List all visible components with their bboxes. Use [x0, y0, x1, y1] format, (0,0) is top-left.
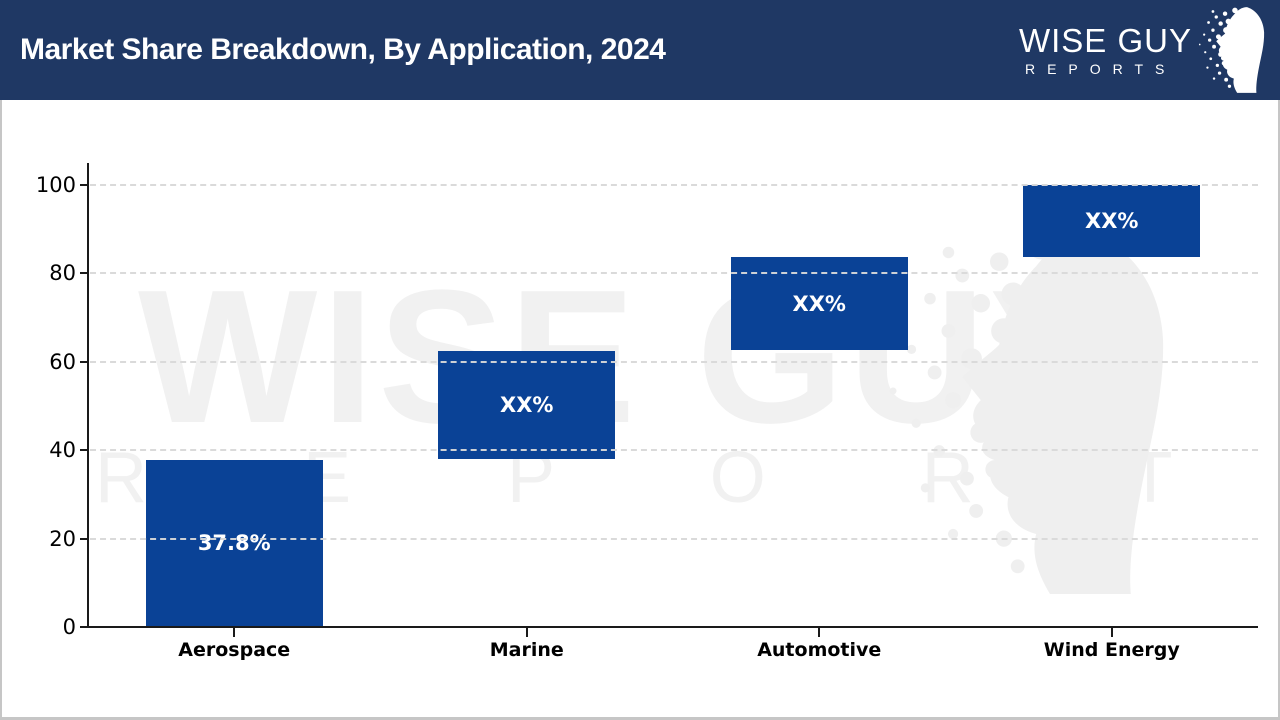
x-tick-label-wind-energy: Wind Energy: [1043, 639, 1180, 661]
y-tick-label-80: 80: [49, 261, 76, 286]
y-tick-label-60: 60: [49, 349, 76, 374]
x-tick-mark-1: [525, 628, 528, 637]
bar-wind-energy: XX%: [1023, 185, 1201, 258]
y-tick-mark-40: [80, 449, 87, 452]
y-tick-mark-60: [80, 360, 87, 363]
bar-aerospace: 37.8%: [145, 459, 323, 627]
watermark-wiseguy-text: WISE GUY: [138, 251, 1121, 463]
x-axis-line: [87, 626, 1258, 628]
logo-wiseguy-label: WISE GUY: [1018, 22, 1192, 59]
x-tick-mark-0: [233, 628, 236, 637]
gridline-80: [90, 272, 1258, 275]
bar-value-label: XX%: [1085, 209, 1139, 234]
logo-reports-label: REPORTS: [1024, 61, 1177, 77]
x-tick-label-aerospace: Aerospace: [178, 639, 291, 661]
y-tick-label-20: 20: [49, 526, 76, 551]
x-tick-mark-2: [818, 628, 821, 637]
y-tick-label-0: 0: [62, 615, 76, 639]
gridline-40: [90, 449, 1258, 452]
bar-value-label: XX%: [792, 291, 846, 316]
x-tick-label-marine: Marine: [489, 639, 564, 661]
page-title: Market Share Breakdown, By Application, …: [20, 33, 666, 66]
bar-value-label: 37.8%: [197, 531, 271, 556]
gridline-100: [90, 184, 1258, 186]
wiseguy-logo-text: WISE GUY REPORTS: [1019, 24, 1192, 76]
x-tick-mark-3: [1110, 628, 1113, 637]
wiseguy-logo: WISE GUY REPORTS: [1019, 0, 1266, 100]
y-tick-mark-0: [80, 626, 87, 628]
gridline-20: [90, 537, 1258, 540]
y-tick-label-100: 100: [35, 173, 76, 197]
bar-value-label: XX%: [500, 392, 554, 417]
gridline-60: [90, 360, 1258, 363]
y-axis-line: [87, 163, 89, 628]
y-tick-mark-20: [80, 537, 87, 540]
y-tick-mark-80: [80, 272, 87, 275]
x-tick-label-automotive: Automotive: [757, 639, 882, 661]
bar-marine: XX%: [438, 351, 616, 459]
header-bar: Market Share Breakdown, By Application, …: [0, 0, 1280, 100]
y-tick-mark-100: [80, 184, 87, 186]
wiseguy-head-icon: [1198, 7, 1265, 93]
y-tick-label-40: 40: [49, 438, 76, 463]
